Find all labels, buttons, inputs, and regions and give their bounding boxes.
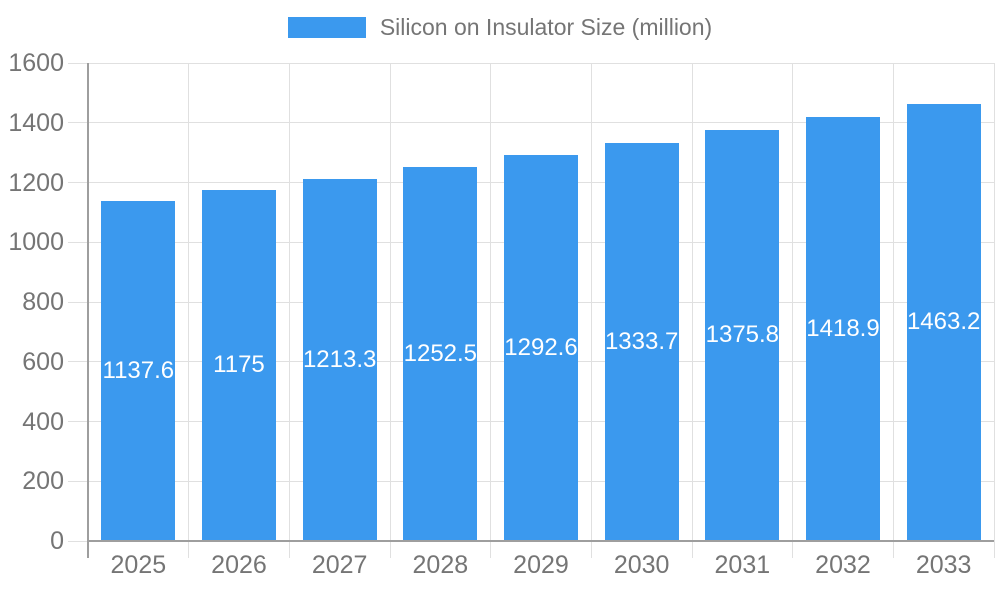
bar-value-label: 1375.8 [705, 321, 780, 349]
bar [504, 154, 578, 541]
gridline-v [691, 63, 693, 558]
x-axis-tick-label: 2026 [211, 551, 267, 579]
bar-value-label: 1137.6 [102, 357, 175, 385]
y-axis-tick-label: 1600 [8, 49, 64, 77]
gridline-v [188, 63, 190, 558]
gridline-v [389, 63, 391, 558]
gridline-h [68, 122, 994, 124]
bar-value-label: 1175 [213, 351, 265, 379]
y-axis-tick-label: 800 [22, 288, 64, 316]
gridline-v [993, 63, 995, 558]
x-axis-tick-label: 2033 [915, 551, 972, 579]
bar [202, 189, 276, 541]
y-axis-tick-label: 600 [22, 347, 64, 376]
bar-value-label: 1213.3 [302, 345, 377, 373]
bar-value-label: 1333.7 [604, 327, 679, 355]
legend-label: Silicon on Insulator Size (million) [379, 14, 713, 40]
bar [906, 103, 981, 541]
bar [806, 117, 880, 541]
bar [604, 142, 679, 541]
gridline-v [792, 63, 794, 558]
x-axis-line [88, 540, 994, 542]
x-axis-tick-label: 2031 [714, 551, 771, 579]
gridline-h [68, 62, 994, 64]
y-axis-line [87, 63, 89, 558]
x-axis-tick-label: 2030 [613, 551, 670, 579]
bar [403, 166, 478, 541]
bar-value-label: 1418.9 [806, 315, 880, 343]
gridline-v [892, 63, 894, 558]
bar [302, 178, 377, 541]
bar-value-label: 1252.5 [403, 339, 478, 367]
y-axis-tick-label: 400 [22, 407, 64, 436]
gridline-v [490, 63, 492, 558]
bar [101, 201, 176, 541]
legend-swatch-icon [287, 17, 366, 38]
y-axis-tick-label: 1400 [8, 108, 64, 137]
bar-value-label: 1292.6 [504, 333, 578, 361]
x-axis-tick-label: 2028 [412, 551, 469, 579]
x-axis-tick-label: 2025 [110, 551, 167, 579]
bar [705, 129, 780, 541]
x-axis-tick-label: 2032 [815, 551, 871, 579]
y-axis-tick-label: 200 [22, 467, 64, 496]
x-axis-tick-label: 2027 [311, 551, 368, 579]
y-axis-tick-label: 0 [50, 527, 64, 555]
gridline-v [590, 63, 592, 558]
y-axis-tick-label: 1200 [8, 168, 64, 197]
bar-value-label: 1463.2 [906, 308, 981, 336]
x-axis-tick-label: 2029 [513, 551, 569, 579]
chart-legend: Silicon on Insulator Size (million) [0, 14, 1000, 41]
gridline-v [288, 63, 290, 558]
y-axis-tick-label: 1000 [8, 228, 64, 257]
